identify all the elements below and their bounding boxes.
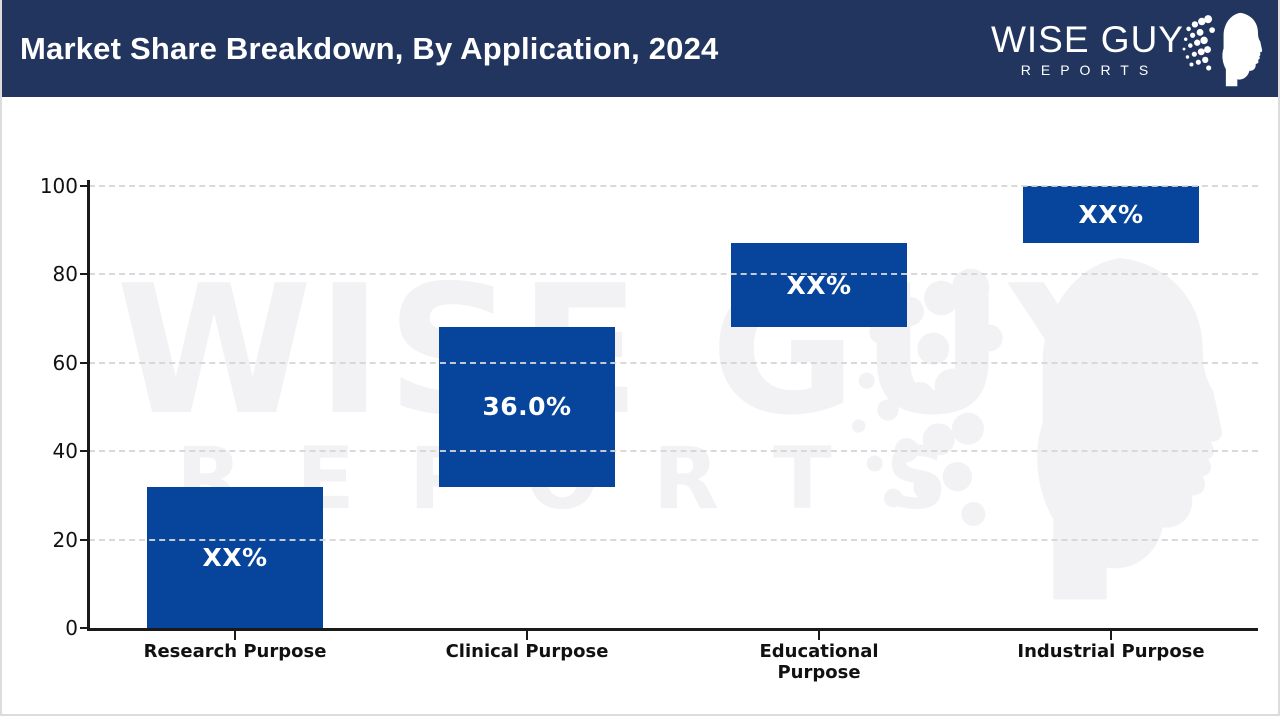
x-tick-industrial-purpose (1110, 631, 1112, 640)
y-tick-label-80: 80 (52, 262, 78, 287)
x-tick-research-purpose (234, 631, 236, 640)
report-header: Market Share Breakdown, By Application, … (0, 0, 1280, 97)
logo-subtitle: REPORTS (1020, 61, 1159, 78)
wiseguy-head-icon (1182, 12, 1263, 86)
y-tick-40 (80, 450, 88, 453)
y-axis-line (87, 180, 90, 631)
bar-industrial-purpose: XX% (1023, 186, 1199, 244)
y-tick-100 (80, 185, 88, 187)
y-tick-0 (80, 627, 88, 629)
bar-value-label: 36.0% (482, 392, 572, 422)
y-tick-20 (80, 538, 88, 541)
logo-wordmark: WISE GUY (990, 18, 1184, 60)
y-tick-label-60: 60 (52, 350, 78, 375)
bar-research-purpose: XX% (147, 486, 323, 628)
x-tick-clinical-purpose (526, 631, 528, 640)
page-title: Market Share Breakdown, By Application, … (20, 30, 719, 66)
x-axis-line (87, 628, 1258, 631)
x-tick-label-educational-purpose: Educational Purpose (759, 641, 879, 684)
watermark-head-icon (852, 258, 1223, 600)
x-tick-label-industrial-purpose: Industrial Purpose (1017, 641, 1205, 662)
gridline-60 (89, 361, 1258, 364)
x-tick-label-research-purpose: Research Purpose (143, 641, 327, 662)
y-tick-80 (80, 273, 88, 276)
gridline-40 (89, 450, 1258, 453)
y-tick-label-100: 100 (39, 174, 78, 198)
wiseguy-logo: WISE GUY REPORTS (991, 9, 1266, 89)
bar-value-label: XX% (202, 542, 268, 572)
x-tick-label-clinical-purpose: Clinical Purpose (445, 641, 609, 662)
y-tick-60 (80, 361, 88, 364)
y-tick-label-20: 20 (52, 527, 78, 552)
gridline-100 (89, 185, 1258, 187)
y-tick-label-0: 0 (65, 616, 78, 640)
wiseguy-logo-text: WISE GUY REPORTS (991, 21, 1184, 77)
gridline-20 (89, 538, 1258, 541)
gridline-80 (89, 273, 1258, 276)
x-tick-educational-purpose (818, 631, 820, 640)
bar-value-label: XX% (1078, 200, 1144, 230)
bar-educational-purpose: XX% (731, 243, 907, 328)
bar-value-label: XX% (786, 270, 852, 300)
y-tick-label-40: 40 (52, 439, 78, 464)
bar-clinical-purpose: 36.0% (439, 327, 615, 487)
